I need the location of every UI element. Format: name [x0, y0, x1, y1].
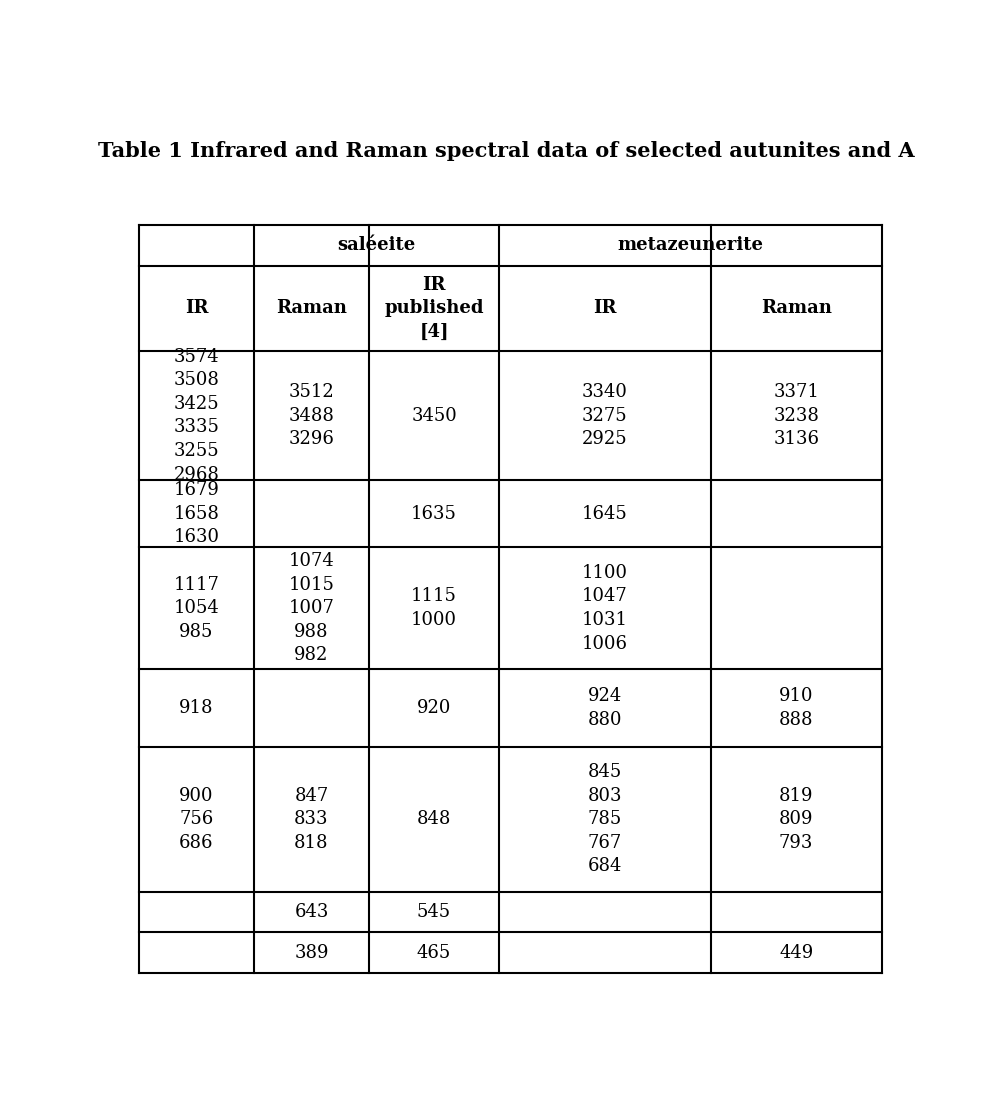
Text: Raman: Raman: [276, 299, 347, 317]
Text: 918: 918: [179, 699, 213, 717]
Text: IR: IR: [185, 299, 208, 317]
Text: Table 1 Infrared and Raman spectral data of selected autunites and A: Table 1 Infrared and Raman spectral data…: [98, 142, 915, 161]
Text: 920: 920: [417, 699, 452, 717]
Text: 847
833
818: 847 833 818: [294, 786, 329, 852]
Text: 3371
3238
3136: 3371 3238 3136: [774, 383, 819, 448]
Text: 900
756
686: 900 756 686: [179, 786, 213, 852]
Text: 1100
1047
1031
1006: 1100 1047 1031 1006: [582, 563, 628, 652]
Text: IR
published
[4]: IR published [4]: [384, 276, 484, 340]
Text: metazeunerite: metazeunerite: [618, 236, 764, 254]
Text: 924
880: 924 880: [588, 687, 622, 729]
Text: 848: 848: [417, 810, 452, 828]
Text: 1679
1658
1630: 1679 1658 1630: [173, 481, 219, 547]
Text: saléeite: saléeite: [337, 236, 416, 254]
Text: 389: 389: [294, 943, 329, 962]
Text: IR: IR: [593, 299, 617, 317]
Text: 1635: 1635: [411, 505, 457, 523]
Text: Raman: Raman: [761, 299, 832, 317]
Text: 1117
1054
985: 1117 1054 985: [174, 575, 219, 641]
Text: 3574
3508
3425
3335
3255
2968: 3574 3508 3425 3335 3255 2968: [174, 348, 219, 483]
Text: 3512
3488
3296: 3512 3488 3296: [288, 383, 334, 448]
Text: 3340
3275
2925: 3340 3275 2925: [582, 383, 627, 448]
Text: 465: 465: [417, 943, 452, 962]
Text: 3450: 3450: [411, 406, 456, 425]
Text: 1645: 1645: [582, 505, 627, 523]
Text: 910
888: 910 888: [779, 687, 813, 729]
Text: 845
803
785
767
684: 845 803 785 767 684: [588, 763, 622, 875]
Text: 819
809
793: 819 809 793: [779, 786, 813, 852]
Text: 643: 643: [294, 903, 329, 921]
Text: 449: 449: [779, 943, 813, 962]
Text: 1115
1000: 1115 1000: [411, 587, 457, 629]
Text: 545: 545: [417, 903, 452, 921]
Text: 1074
1015
1007
988
982: 1074 1015 1007 988 982: [288, 552, 334, 664]
